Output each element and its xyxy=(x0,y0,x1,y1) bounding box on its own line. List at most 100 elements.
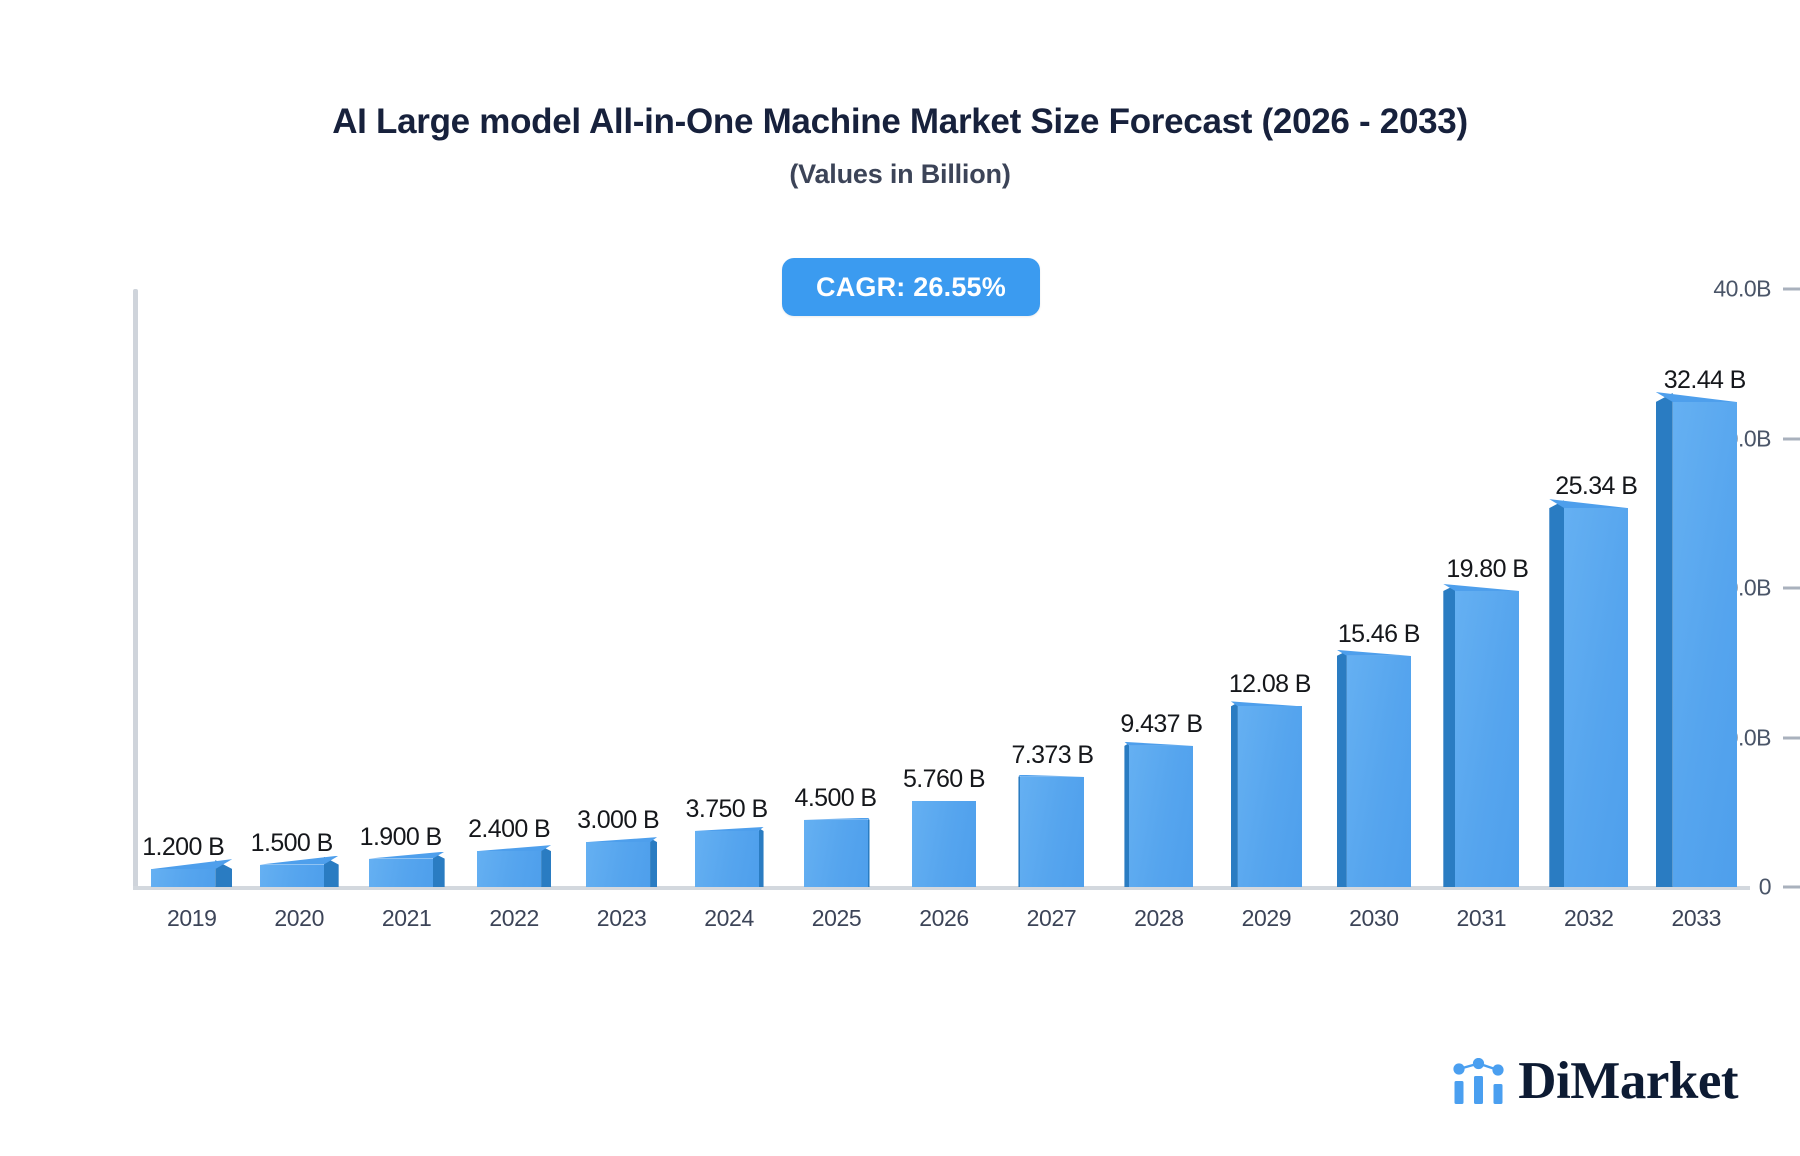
bar-3d-body[interactable]: 12.08 B xyxy=(1213,670,1320,887)
bar-value-label: 4.500 B xyxy=(794,783,878,812)
chart-header: AI Large model All-in-One Machine Market… xyxy=(0,0,1800,190)
y-axis-tick-mark xyxy=(1783,885,1800,889)
x-axis-tick-label: 2023 xyxy=(596,905,647,931)
x-axis-tick-label: 2021 xyxy=(381,905,432,931)
bar-group: 4.500 B 2025 xyxy=(783,289,890,931)
page-title: AI Large model All-in-One Machine Market… xyxy=(332,102,1468,141)
bar-3d-body[interactable]: 7.373 B xyxy=(998,741,1105,887)
bar-top-face xyxy=(1230,701,1302,707)
bar-side-face xyxy=(432,852,445,887)
y-axis-tick-mark xyxy=(1783,586,1800,590)
bar-side-face xyxy=(1230,702,1238,887)
x-axis-tick-label: 2025 xyxy=(811,905,862,931)
y-axis-tick: 0 xyxy=(1672,874,1800,901)
bar-3d-body[interactable]: 25.34 B xyxy=(1535,472,1642,887)
bar-top-face xyxy=(1443,584,1520,591)
bar-3d-body[interactable]: 9.437 B xyxy=(1105,710,1212,887)
bar-value-label: 7.373 B xyxy=(1011,740,1094,769)
bar-group: 1.500 B 2020 xyxy=(245,289,352,931)
bar-group: 15.46 B 2030 xyxy=(1320,289,1427,931)
bar-front-face xyxy=(1564,508,1629,887)
bar-top-face xyxy=(1018,774,1085,777)
bar-3d-body[interactable]: 1.200 B xyxy=(138,833,245,887)
x-axis-tick-label: 2029 xyxy=(1241,905,1292,931)
x-axis-tick-label: 2030 xyxy=(1349,905,1399,931)
bar-3d-body[interactable]: 4.500 B xyxy=(783,784,890,887)
x-axis-tick-label: 2028 xyxy=(1134,905,1184,931)
bar-front-face xyxy=(911,800,976,887)
bar-front-face xyxy=(1237,706,1302,887)
bar-value-label: 1.900 B xyxy=(359,822,443,851)
bar-group: 1.900 B 2021 xyxy=(353,289,460,931)
bar-front-face xyxy=(151,869,216,887)
bar-group: 19.80 B 2031 xyxy=(1428,289,1535,931)
bar-chart-icon xyxy=(1453,1057,1504,1104)
bar-value-label: 9.437 B xyxy=(1120,709,1203,738)
bar-value-label: 32.44 B xyxy=(1663,366,1747,395)
bar-3d-body[interactable]: 3.000 B xyxy=(568,806,675,887)
bar-front-face xyxy=(1346,655,1411,887)
bar-front-face xyxy=(1129,745,1194,887)
bar-3d-body[interactable]: 1.500 B xyxy=(245,829,352,887)
y-axis-tick-label: 0 xyxy=(1758,873,1772,900)
bar-side-face xyxy=(1443,585,1456,887)
bar-group: 9.437 B 2028 xyxy=(1105,289,1212,931)
bar-top-face xyxy=(1124,741,1194,746)
bar-side-face xyxy=(758,827,764,887)
bar-3d-body[interactable]: 2.400 B xyxy=(460,815,567,887)
bar-side-face xyxy=(1018,775,1021,887)
bar-front-face xyxy=(1672,402,1737,887)
bar-3d-body[interactable]: 1.900 B xyxy=(353,823,460,887)
bar-3d-body[interactable]: 5.760 B xyxy=(890,765,997,887)
bar-value-label: 15.46 B xyxy=(1337,619,1421,648)
bar-3d-body[interactable]: 3.750 B xyxy=(675,795,782,887)
bar-front-face xyxy=(259,864,324,887)
x-axis-tick-label: 2026 xyxy=(919,905,969,931)
bar-value-label: 5.760 B xyxy=(902,764,986,793)
bar-front-face xyxy=(1455,591,1520,887)
bar-side-face xyxy=(1549,500,1565,887)
cagr-badge: CAGR: 26.55% xyxy=(782,258,1040,316)
bar-side-face xyxy=(1655,393,1673,887)
bar-top-face xyxy=(586,837,658,843)
bar-top-face xyxy=(151,859,233,870)
bar-top-face xyxy=(259,855,339,865)
bar-front-face xyxy=(477,851,542,887)
x-axis-tick-label: 2032 xyxy=(1564,905,1614,931)
bar-3d-body[interactable]: 15.46 B xyxy=(1320,620,1427,887)
bar-front-face xyxy=(368,858,433,887)
x-axis-tick-label: 2024 xyxy=(704,905,754,931)
bar-group: 2.400 B 2022 xyxy=(460,289,567,931)
bar-side-face xyxy=(1124,742,1130,887)
bar-group: 1.200 B 2019 xyxy=(138,289,245,931)
y-axis-tick-mark xyxy=(1783,287,1800,291)
x-axis-tick-label: 2027 xyxy=(1026,905,1077,931)
x-axis-tick-label: 2031 xyxy=(1456,905,1507,931)
y-axis-tick-label: 40.0B xyxy=(1713,275,1771,302)
y-axis-line xyxy=(133,289,138,890)
chart-subtitle: (Values in Billion) xyxy=(789,158,1011,189)
y-axis-tick-mark xyxy=(1783,437,1800,440)
bar-top-face xyxy=(368,851,445,859)
bar-front-face xyxy=(694,830,759,887)
bar-group: 3.750 B 2024 xyxy=(675,289,782,931)
bar-3d-body[interactable]: 32.44 B xyxy=(1643,366,1750,887)
bar-front-face xyxy=(586,842,651,887)
bar-group: 7.373 B 2027 xyxy=(998,289,1105,931)
bar-value-label: 12.08 B xyxy=(1228,670,1312,699)
bar-value-label: 19.80 B xyxy=(1446,555,1529,583)
bar-group: 25.34 B 2032 xyxy=(1535,289,1642,931)
bar-front-face xyxy=(1020,776,1085,887)
bar-value-label: 1.500 B xyxy=(250,828,334,857)
y-axis-tick: 40.0B xyxy=(1672,276,1800,303)
bar-value-label: 3.750 B xyxy=(685,794,769,823)
x-axis-tick-label: 2019 xyxy=(166,905,217,931)
bar-top-face xyxy=(1549,499,1629,509)
bar-value-label: 1.200 B xyxy=(142,833,225,862)
x-axis-line xyxy=(133,886,1750,890)
bar-side-face xyxy=(1336,650,1347,887)
bar-3d-body[interactable]: 19.80 B xyxy=(1428,555,1535,887)
bar-top-face xyxy=(1336,649,1411,656)
logo-text: DiMarket xyxy=(1518,1052,1738,1110)
